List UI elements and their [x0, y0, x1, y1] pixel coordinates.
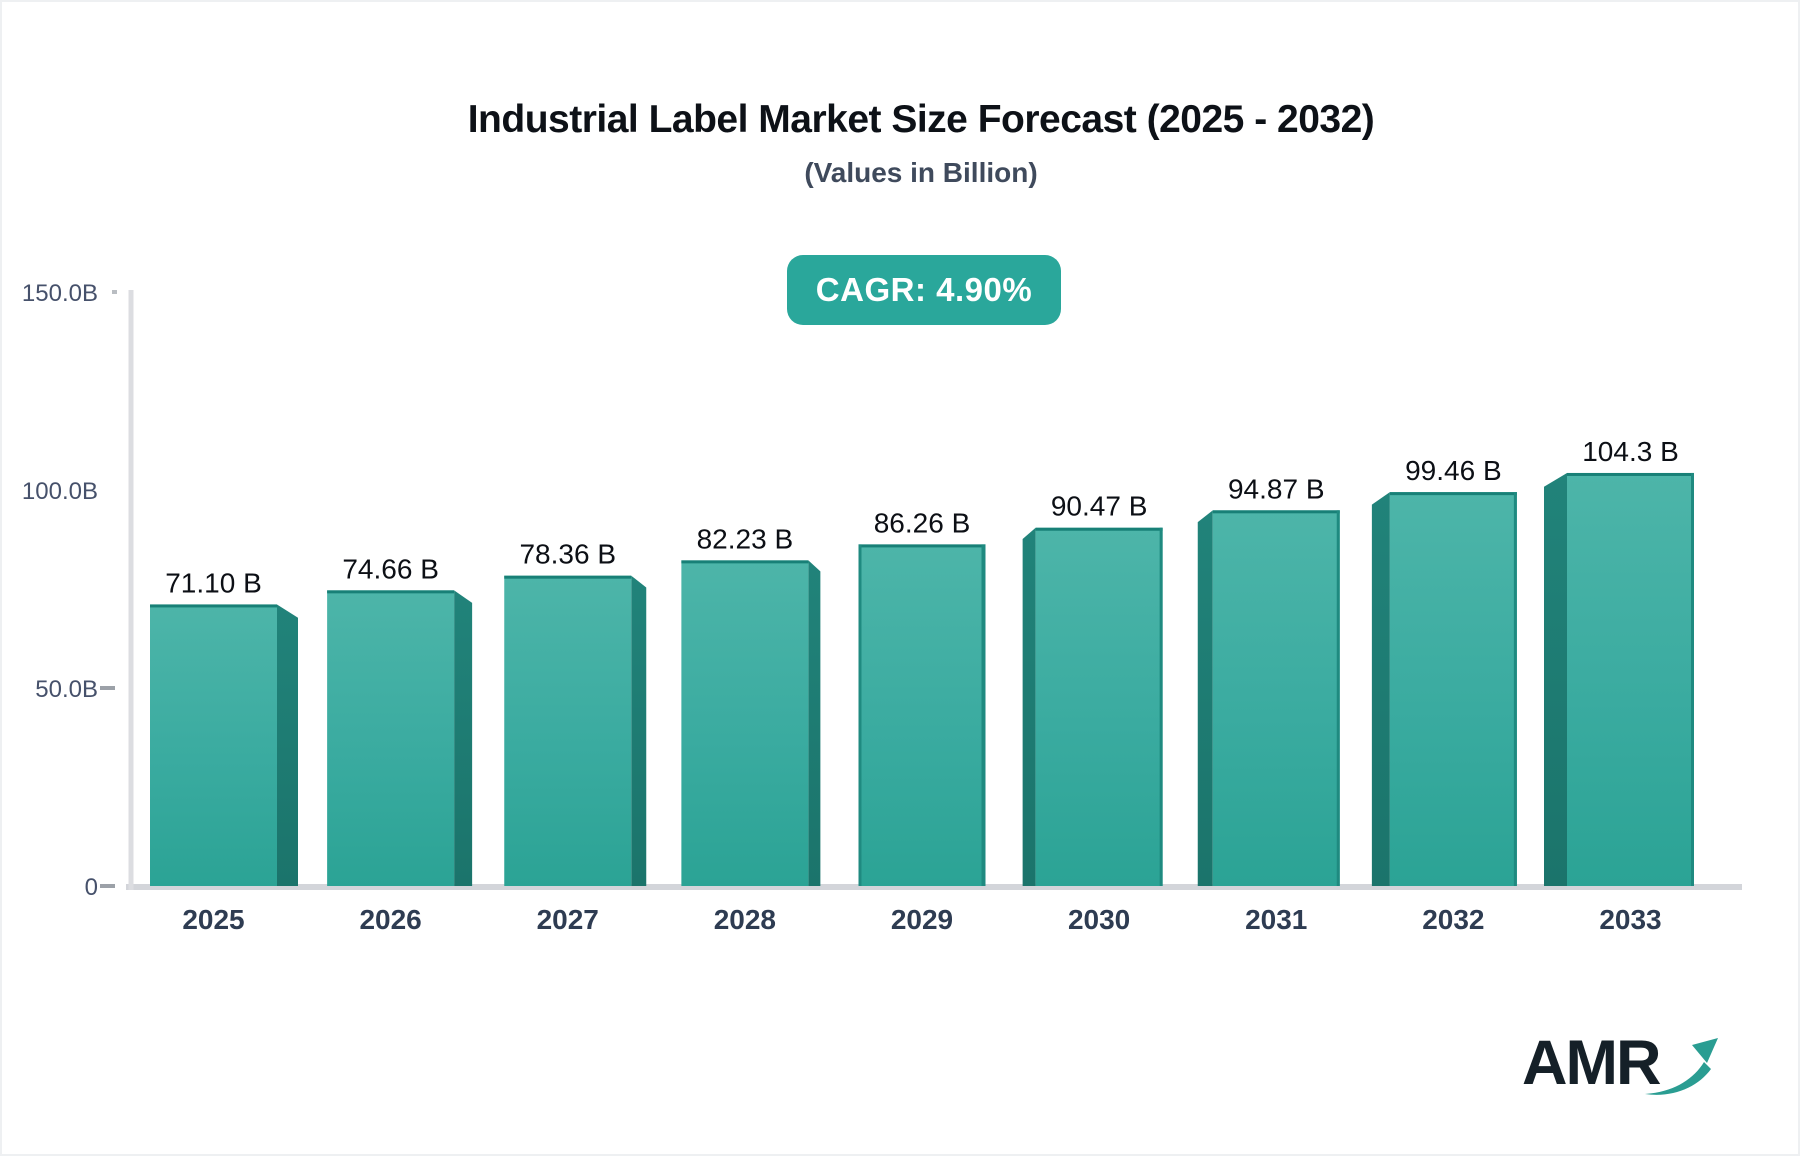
bar — [327, 590, 455, 886]
bar-side-face — [631, 575, 647, 886]
bar-top-edge — [1212, 510, 1340, 514]
amr-logo-text: AMR — [1522, 1028, 1661, 1098]
bar — [858, 544, 986, 886]
bar-side-face — [1022, 527, 1036, 886]
bar-value-label: 94.87 B — [1228, 473, 1325, 504]
bar-right-edge — [1336, 510, 1340, 886]
bar-top-edge — [504, 575, 632, 579]
bar — [150, 604, 277, 886]
bar — [504, 575, 632, 886]
x-axis-label: 2032 — [1422, 904, 1484, 935]
y-axis-tick — [112, 290, 117, 294]
cagr-badge-label: CAGR: 4.90% — [815, 271, 1033, 308]
bar-side-face — [277, 604, 298, 886]
y-axis-tick — [100, 686, 115, 690]
bar-left-edge — [858, 544, 862, 886]
bar-top-edge — [858, 544, 986, 548]
bar-value-label: 86.26 B — [874, 507, 971, 538]
bar — [1212, 510, 1340, 886]
bar-top-edge — [150, 604, 277, 608]
bar-value-label: 78.36 B — [519, 539, 616, 570]
x-axis-label: 2025 — [182, 904, 244, 935]
x-axis-label: 2030 — [1068, 904, 1130, 935]
bar-value-label: 82.23 B — [697, 523, 794, 554]
bar-value-label: 71.10 B — [165, 567, 262, 598]
x-axis-label: 2033 — [1599, 904, 1661, 935]
x-axis-line — [126, 884, 1742, 890]
bar-right-edge — [1513, 492, 1517, 886]
bar — [1567, 472, 1694, 886]
bar-side-face — [1197, 510, 1213, 886]
x-axis-label: 2026 — [359, 904, 421, 935]
bar-right-edge — [981, 544, 986, 886]
bar-right-edge — [1159, 527, 1163, 886]
bar-top-edge — [327, 590, 455, 594]
bar-top-edge — [1035, 527, 1163, 531]
bar-side-face — [454, 590, 473, 886]
bar-side-face — [1371, 492, 1390, 886]
bar — [1035, 527, 1163, 886]
bar-top-edge — [681, 560, 809, 564]
y-axis-tick-label: 100.0B — [22, 478, 98, 505]
y-axis-tick-label: 150.0B — [22, 280, 98, 307]
y-axis-line — [128, 290, 134, 890]
chart-title: Industrial Label Market Size Forecast (2… — [467, 98, 1375, 141]
bar — [1389, 492, 1517, 886]
y-axis-tick-label: 0 — [85, 874, 98, 901]
chart-subtitle: (Values in Billion) — [804, 157, 1038, 188]
bar-value-label: 74.66 B — [342, 553, 439, 584]
bar-top-edge — [1389, 492, 1517, 496]
bar — [681, 560, 809, 886]
x-axis-label: 2028 — [714, 904, 776, 935]
bar-value-label: 90.47 B — [1051, 491, 1148, 522]
bar-top-edge — [1567, 472, 1694, 476]
bar-value-label: 104.3 B — [1582, 436, 1679, 467]
bar-value-label: 99.46 B — [1405, 455, 1502, 486]
y-axis-tick — [100, 884, 115, 888]
x-axis-label: 2031 — [1245, 904, 1307, 935]
x-axis-label: 2027 — [537, 904, 599, 935]
bar-side-face — [1544, 472, 1567, 886]
growth-arrow-icon — [1645, 1038, 1719, 1095]
bar-right-edge — [1691, 472, 1694, 886]
x-axis-label: 2029 — [891, 904, 953, 935]
cagr-badge: CAGR: 4.90% — [787, 255, 1061, 325]
bar-side-face — [808, 560, 821, 886]
y-axis-tick-label: 50.0B — [35, 676, 98, 703]
amr-logo: AMR — [1522, 1030, 1722, 1110]
